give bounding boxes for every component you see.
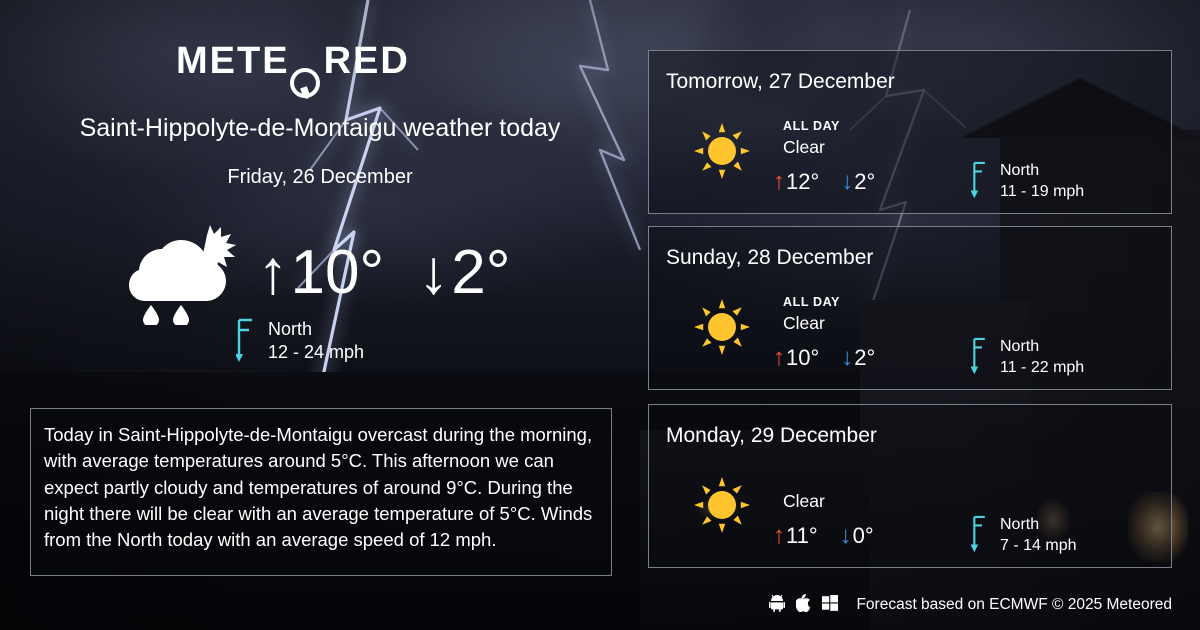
forecast-condition: Clear (783, 491, 825, 511)
forecast-min-value: 0° (852, 523, 874, 548)
forecast-temperatures: ↑ 12° ↓ 2° (773, 169, 875, 195)
today-wind-speed: 12 - 24 mph (268, 342, 365, 363)
lightning-bolt-icon (849, 10, 967, 310)
page-title: Saint-Hippolyte-de-Montaigu weather toda… (79, 114, 561, 142)
today-max-value: 10° (290, 238, 385, 307)
arrow-up-icon: ↑ (257, 238, 289, 307)
sun-icon (694, 299, 750, 360)
sun-icon (694, 477, 750, 538)
arrow-down-icon: ↓ (839, 522, 852, 549)
today-max: ↑ 10° (257, 242, 384, 304)
sun-icon (694, 123, 750, 184)
forecast-period-label: ALL DAY (783, 295, 840, 309)
arrow-down-icon: ↓ (841, 344, 854, 371)
arrow-down-icon: ↓ (418, 238, 450, 307)
apple-icon[interactable] (795, 593, 811, 617)
today-description: Today in Saint-Hippolyte-de-Montaigu ove… (30, 408, 612, 576)
lightning-bolt-icon (578, 0, 642, 250)
today-min-value: 2° (451, 238, 511, 307)
wind-direction-icon (971, 337, 985, 375)
windows-icon[interactable] (822, 594, 839, 616)
forecast-wind-direction: North (1000, 516, 1040, 533)
forecast-min: ↓ 0° (840, 523, 874, 549)
forecast-min: ↓ 2° (841, 345, 875, 371)
forecast-condition: Clear (783, 313, 825, 333)
forecast-wind-speed: 11 - 19 mph (1000, 182, 1085, 200)
forecast-max: ↑ 10° (773, 345, 819, 371)
forecast-temperatures: ↑ 11° ↓ 0° (773, 523, 874, 549)
window-light (1128, 492, 1188, 562)
forecast-card-title: Sunday, 28 December (666, 246, 874, 269)
forecast-card[interactable]: Sunday, 28 December ALL DAY Clear ↑ 10° (648, 226, 1172, 390)
meteored-logo[interactable]: METE RED (176, 40, 410, 100)
today-min: ↓ 2° (418, 242, 510, 304)
forecast-condition: Clear (783, 137, 825, 157)
forecast-max-value: 12° (786, 169, 820, 194)
today-current-conditions: ↑ 10° ↓ 2° (0, 218, 640, 328)
forecast-wind-speed: 11 - 22 mph (1000, 358, 1085, 376)
forecast-period-label: ALL DAY (783, 119, 840, 133)
rain-cloud-sun-icon (129, 225, 237, 325)
forecast-wind-speed: 7 - 14 mph (1000, 536, 1077, 554)
arrow-up-icon: ↑ (773, 344, 785, 371)
wind-direction-icon (971, 161, 985, 199)
arrow-down-icon: ↓ (841, 168, 854, 195)
forecast-min-value: 2° (854, 169, 876, 194)
logo-text-before: METE (176, 40, 290, 82)
footer: Forecast based on ECMWF © 2025 Meteored (648, 590, 1172, 620)
footer-credit: Forecast based on ECMWF © 2025 Meteored (856, 596, 1172, 613)
forecast-min-value: 2° (854, 345, 876, 370)
house-silhouette (860, 300, 1030, 630)
forecast-wind: North 11 - 22 mph (971, 337, 1084, 379)
forecast-max-value: 10° (786, 345, 820, 370)
forecast-temperatures: ↑ 10° ↓ 2° (773, 345, 875, 371)
forecast-min: ↓ 2° (841, 169, 875, 195)
forecast-card-title: Monday, 29 December (666, 424, 877, 447)
window-light (1036, 500, 1070, 540)
android-icon[interactable] (769, 594, 786, 617)
forecast-card-title: Tomorrow, 27 December (666, 70, 895, 93)
forecast-card[interactable]: Monday, 29 December Clear ↑ 11° ↓ (648, 404, 1172, 568)
roof-silhouette (960, 78, 1200, 138)
arrow-up-icon: ↑ (773, 168, 785, 195)
wind-direction-icon (971, 515, 985, 553)
logo-text-after: RED (323, 40, 410, 82)
forecast-wind: North 7 - 14 mph (971, 515, 1076, 557)
today-date: Friday, 26 December (227, 166, 413, 188)
forecast-wind-direction: North (1000, 162, 1040, 179)
forecast-max: ↑ 11° (773, 523, 818, 549)
forecast-max-value: 11° (786, 523, 818, 548)
today-wind-direction: North (268, 319, 313, 339)
today-temperatures: ↑ 10° ↓ 2° (257, 242, 510, 304)
forecast-wind: North 11 - 19 mph (971, 161, 1084, 203)
arrow-up-icon: ↑ (773, 522, 785, 549)
wind-direction-icon (236, 318, 252, 362)
lightning-bolt-icon (297, 0, 419, 390)
forecast-max: ↑ 12° (773, 169, 819, 195)
forecast-wind-direction: North (1000, 338, 1040, 355)
forecast-card[interactable]: Tomorrow, 27 December ALL DAY Clear ↑ 12… (648, 50, 1172, 214)
today-wind: North 12 - 24 mph (236, 318, 364, 364)
